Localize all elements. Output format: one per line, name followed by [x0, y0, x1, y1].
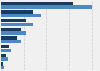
Bar: [1, 57, 8, 61]
Bar: [1, 19, 26, 22]
Bar: [1, 62, 4, 66]
Bar: [1, 66, 4, 69]
Bar: [1, 2, 73, 5]
Bar: [1, 14, 41, 17]
Bar: [1, 10, 33, 14]
Bar: [1, 45, 9, 48]
Bar: [1, 40, 21, 43]
Bar: [1, 5, 92, 9]
Bar: [1, 54, 6, 57]
Bar: [1, 23, 33, 26]
Bar: [1, 49, 11, 52]
Bar: [1, 31, 26, 35]
Bar: [1, 28, 21, 31]
Bar: [1, 36, 17, 40]
